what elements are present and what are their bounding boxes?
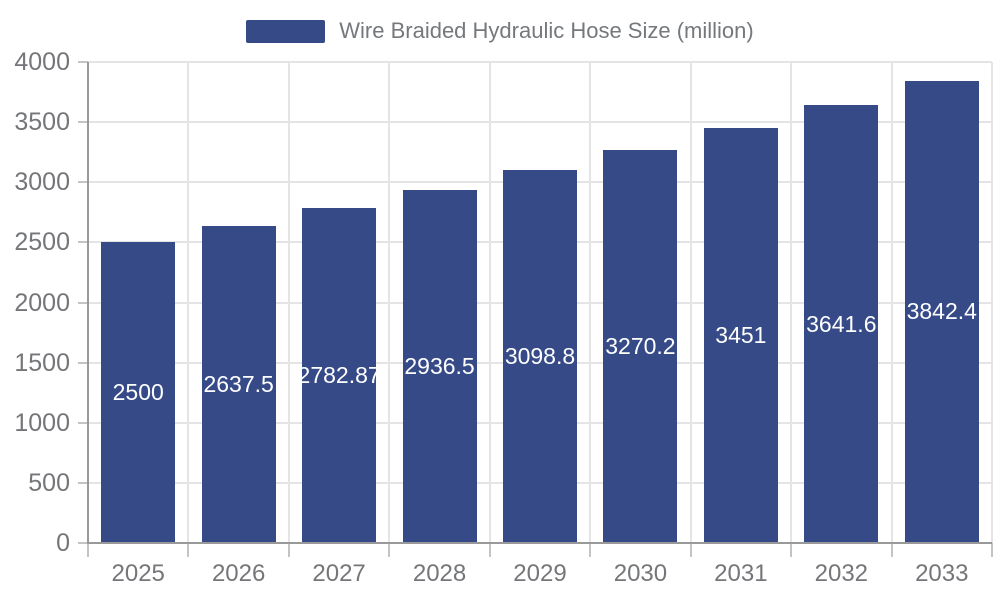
y-axis-tick — [78, 481, 88, 484]
bar-value-label: 3098.8 — [504, 343, 576, 370]
y-axis-label: 1500 — [14, 348, 70, 377]
y-axis-label: 3500 — [14, 108, 70, 137]
v-gridline — [287, 62, 290, 543]
bar[interactable]: 2500 — [101, 242, 176, 543]
legend-label: Wire Braided Hydraulic Hose Size (millio… — [339, 18, 754, 43]
x-axis-tick — [790, 543, 793, 557]
h-gridline — [88, 121, 992, 124]
v-gridline — [388, 62, 391, 543]
y-axis-label: 500 — [28, 468, 70, 497]
v-gridline — [187, 62, 190, 543]
y-axis-tick — [78, 421, 88, 424]
x-axis-label: 2027 — [312, 560, 366, 587]
y-axis-label: 4000 — [14, 48, 70, 76]
y-axis-tick — [78, 301, 88, 304]
y-axis-tick — [78, 241, 88, 244]
x-axis-label: 2028 — [412, 560, 467, 587]
x-axis-label: 2032 — [814, 560, 869, 587]
x-axis-tick — [991, 543, 993, 557]
x-axis-tick — [187, 543, 190, 557]
h-gridline — [88, 61, 992, 63]
y-axis-tick — [78, 181, 88, 184]
bar[interactable]: 3098.8 — [503, 170, 577, 543]
legend[interactable]: Wire Braided Hydraulic Hose Size (millio… — [0, 18, 1000, 44]
v-gridline — [790, 62, 793, 543]
y-axis-tick — [78, 542, 88, 544]
y-axis-label: 0 — [56, 529, 70, 557]
x-axis-label: 2033 — [915, 560, 969, 587]
bar[interactable]: 2936.5 — [402, 189, 477, 543]
bar-value-label: 2782.87 — [302, 362, 377, 389]
x-axis-tick — [287, 543, 290, 557]
y-axis-tick — [78, 61, 88, 63]
x-axis-label: 2025 — [111, 560, 165, 587]
y-axis-tick — [78, 121, 88, 124]
bar[interactable]: 3270.2 — [603, 149, 678, 543]
bar-value-label: 3641.6 — [806, 310, 877, 337]
bar-value-label: 2637.5 — [203, 370, 274, 397]
v-gridline — [689, 62, 692, 543]
x-axis-label: 2026 — [211, 560, 266, 587]
bar-value-label: 2936.5 — [404, 352, 475, 379]
y-axis-label: 2500 — [14, 228, 70, 257]
y-axis-label: 1000 — [14, 408, 70, 437]
bar[interactable]: 3641.6 — [804, 105, 879, 543]
y-axis-tick — [78, 361, 88, 364]
x-axis-line — [87, 542, 992, 544]
bar[interactable]: 2637.5 — [201, 225, 276, 543]
x-axis-tick — [388, 543, 391, 557]
y-axis-label: 3000 — [14, 168, 70, 197]
v-gridline — [488, 62, 491, 543]
x-axis-label: 2029 — [513, 560, 567, 587]
v-gridline — [890, 62, 893, 543]
x-axis-label: 2030 — [613, 560, 668, 587]
bar[interactable]: 2782.87 — [302, 208, 377, 543]
bar[interactable]: 3451 — [703, 128, 778, 543]
y-axis-label: 2000 — [14, 288, 70, 317]
x-axis-tick — [488, 543, 491, 557]
bar-value-label: 3270.2 — [605, 332, 676, 359]
v-gridline — [589, 62, 592, 543]
legend-swatch — [246, 19, 326, 43]
bar-value-label: 2500 — [112, 379, 164, 406]
x-axis-tick — [890, 543, 893, 557]
v-gridline — [991, 62, 993, 543]
bar[interactable]: 3842.4 — [904, 80, 979, 543]
bar-value-label: 3842.4 — [906, 298, 977, 325]
x-axis-tick — [87, 543, 89, 557]
x-axis-tick — [589, 543, 592, 557]
y-axis-line — [87, 62, 89, 543]
x-axis-tick — [689, 543, 692, 557]
bar-value-label: 3451 — [715, 322, 767, 348]
x-axis-label: 2031 — [714, 560, 768, 587]
